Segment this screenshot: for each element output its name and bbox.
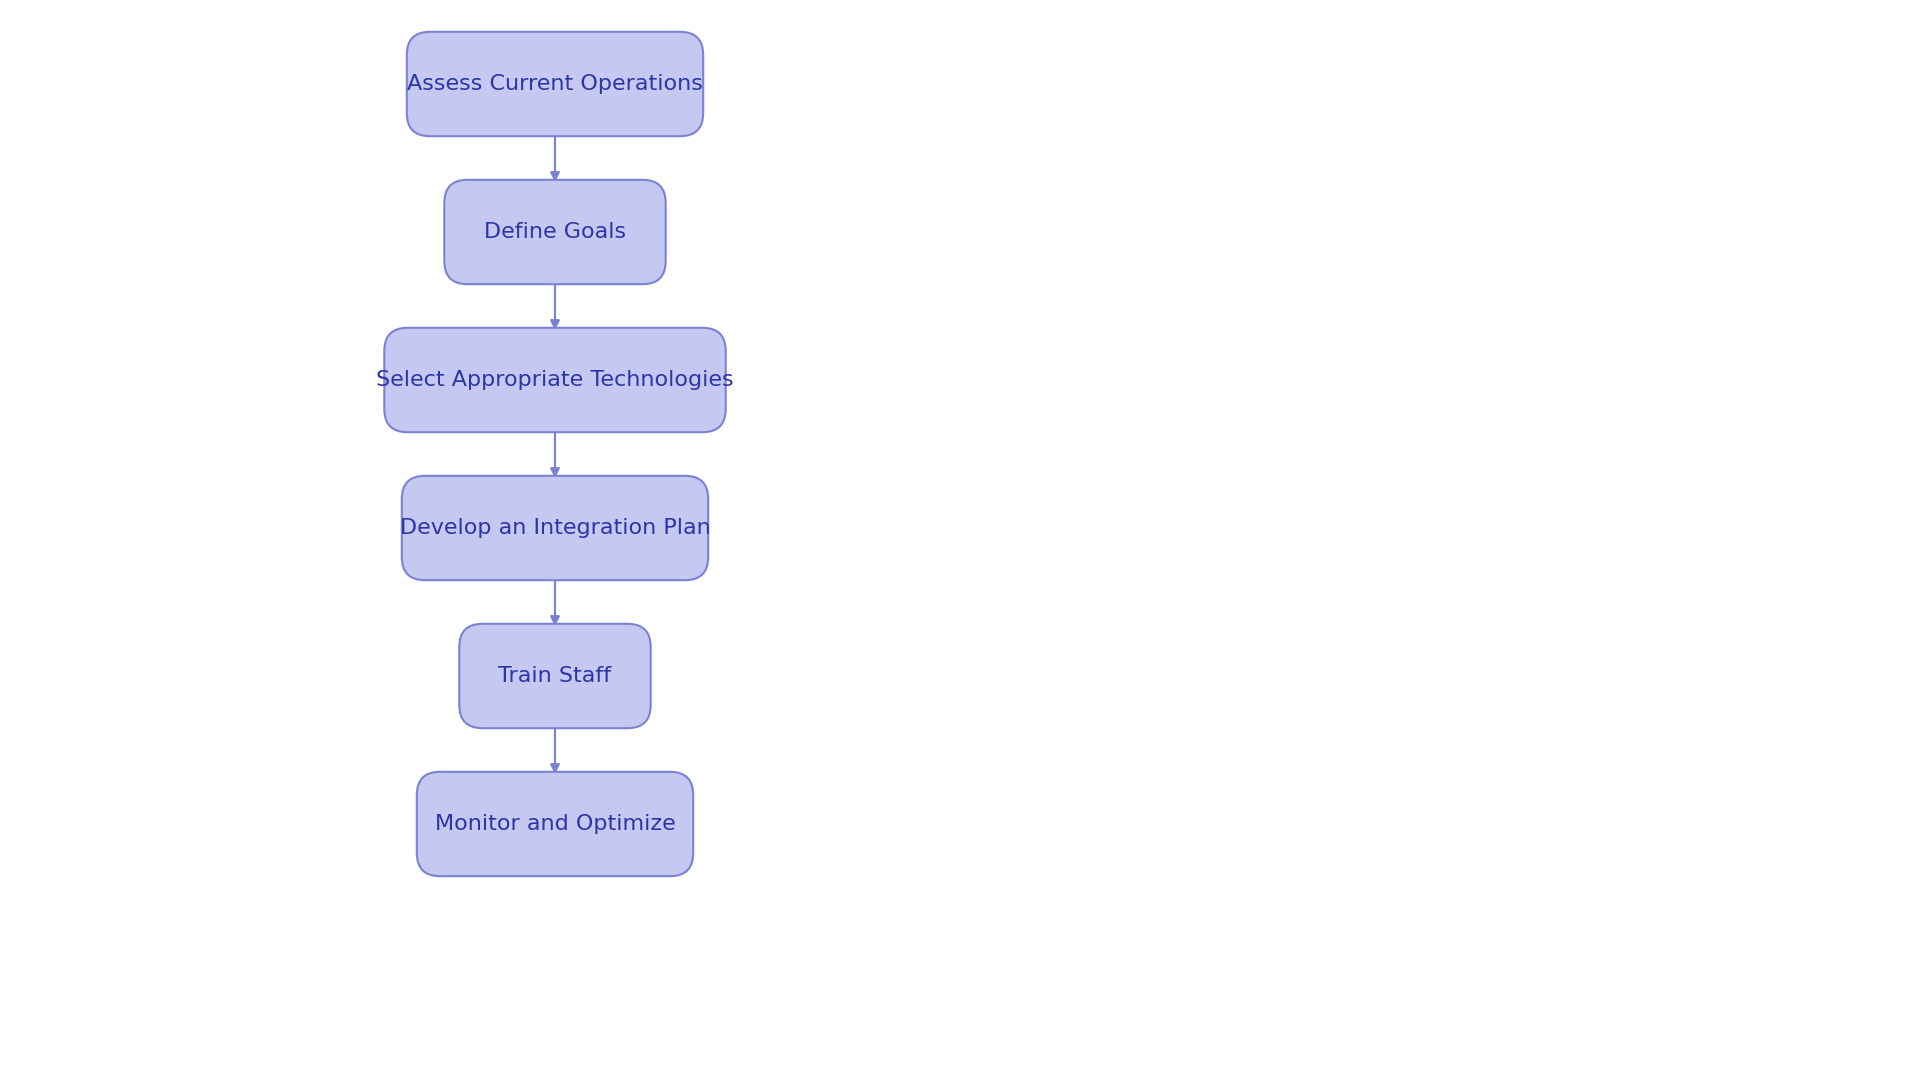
Text: Monitor and Optimize: Monitor and Optimize bbox=[434, 814, 676, 834]
Text: Develop an Integration Plan: Develop an Integration Plan bbox=[399, 518, 710, 538]
FancyBboxPatch shape bbox=[459, 624, 651, 728]
Text: Define Goals: Define Goals bbox=[484, 222, 626, 242]
Text: Select Appropriate Technologies: Select Appropriate Technologies bbox=[376, 370, 733, 390]
FancyBboxPatch shape bbox=[401, 475, 708, 580]
FancyBboxPatch shape bbox=[384, 328, 726, 432]
FancyBboxPatch shape bbox=[417, 772, 693, 876]
Text: Train Staff: Train Staff bbox=[499, 666, 612, 686]
FancyBboxPatch shape bbox=[407, 31, 703, 136]
FancyBboxPatch shape bbox=[444, 180, 666, 284]
Text: Assess Current Operations: Assess Current Operations bbox=[407, 74, 703, 94]
